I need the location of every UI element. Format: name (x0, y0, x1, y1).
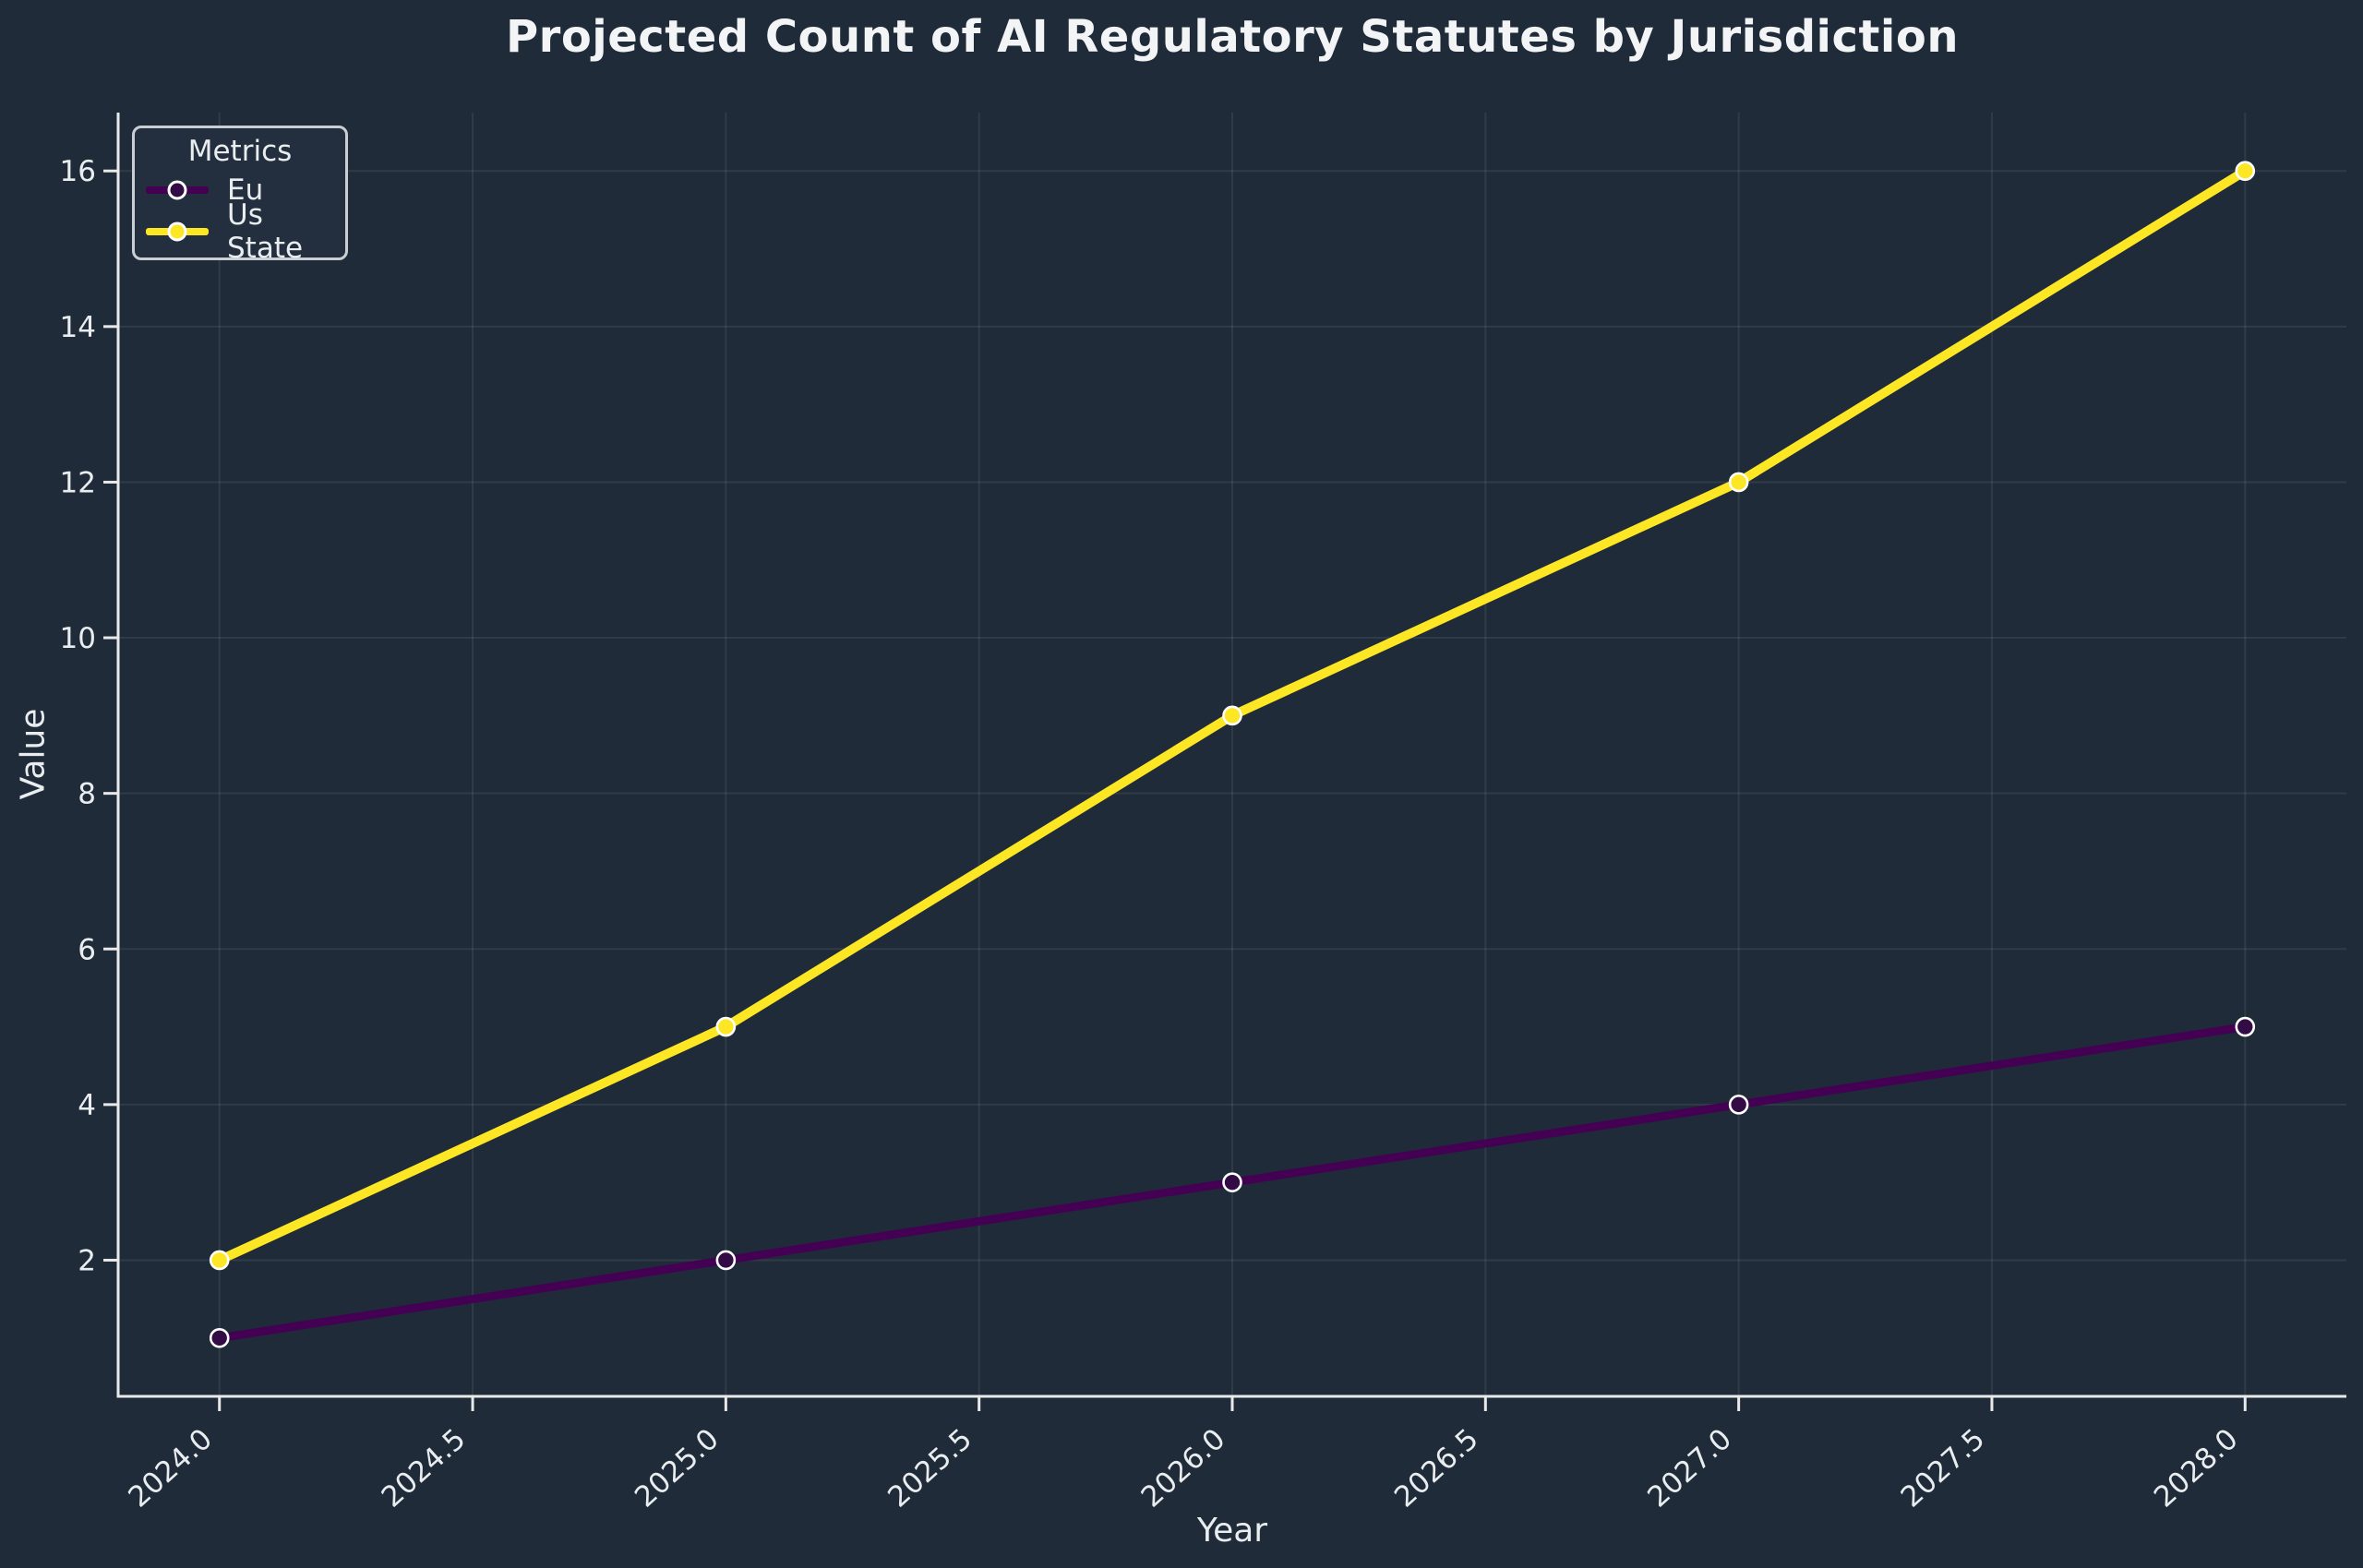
us-state-line-swatch (146, 221, 209, 241)
eu-marker (2235, 1016, 2256, 1037)
eu-marker (715, 1250, 737, 1271)
legend-title: Metrics (187, 135, 293, 168)
x-tick-label: 2027.0 (1641, 1422, 1738, 1514)
legend-item-us-state: Us State (135, 198, 345, 265)
x-tick-label: 2027.5 (1895, 1422, 1992, 1514)
y-tick-label: 14 (60, 311, 96, 344)
y-axis-label: Value (14, 708, 53, 800)
y-tick-label: 2 (78, 1244, 96, 1277)
us-state-marker (1222, 705, 1242, 726)
eu-line-swatch (146, 180, 209, 199)
y-tick-label: 10 (60, 622, 96, 655)
x-tick-label: 2025.5 (882, 1422, 978, 1514)
legend-label-us-state: Us State (227, 197, 304, 265)
y-tick-label: 6 (78, 933, 96, 966)
us-state-marker (209, 1250, 230, 1271)
eu-marker (209, 1327, 230, 1348)
chart-title: Projected Count of AI Regulatory Statute… (505, 11, 1960, 63)
x-tick-label: 2026.5 (1388, 1422, 1485, 1514)
legend-item-eu: Eu (135, 169, 345, 210)
x-tick-label: 2024.0 (122, 1422, 219, 1514)
x-tick-label: 2026.0 (1135, 1422, 1232, 1514)
us-state-marker (715, 1016, 737, 1037)
x-tick-label: 2028.0 (2148, 1422, 2245, 1514)
us-state-marker (2235, 161, 2256, 182)
y-tick-label: 8 (78, 778, 96, 811)
eu-marker (1728, 1095, 1749, 1115)
legend: Metrics Eu Us State (132, 126, 348, 265)
x-tick-label: 2024.5 (376, 1422, 473, 1514)
y-tick-label: 12 (60, 466, 96, 499)
y-tick-label: 16 (60, 155, 96, 188)
x-axis-label: Year (1196, 1512, 1268, 1550)
eu-marker-icon (167, 180, 187, 199)
y-tick-label: 4 (78, 1089, 96, 1122)
legend-label-eu: Eu (227, 173, 264, 207)
x-tick-label: 2025.0 (629, 1422, 726, 1514)
eu-marker (1222, 1172, 1242, 1192)
us-state-marker-icon (167, 221, 187, 241)
us-state-marker (1728, 472, 1749, 493)
